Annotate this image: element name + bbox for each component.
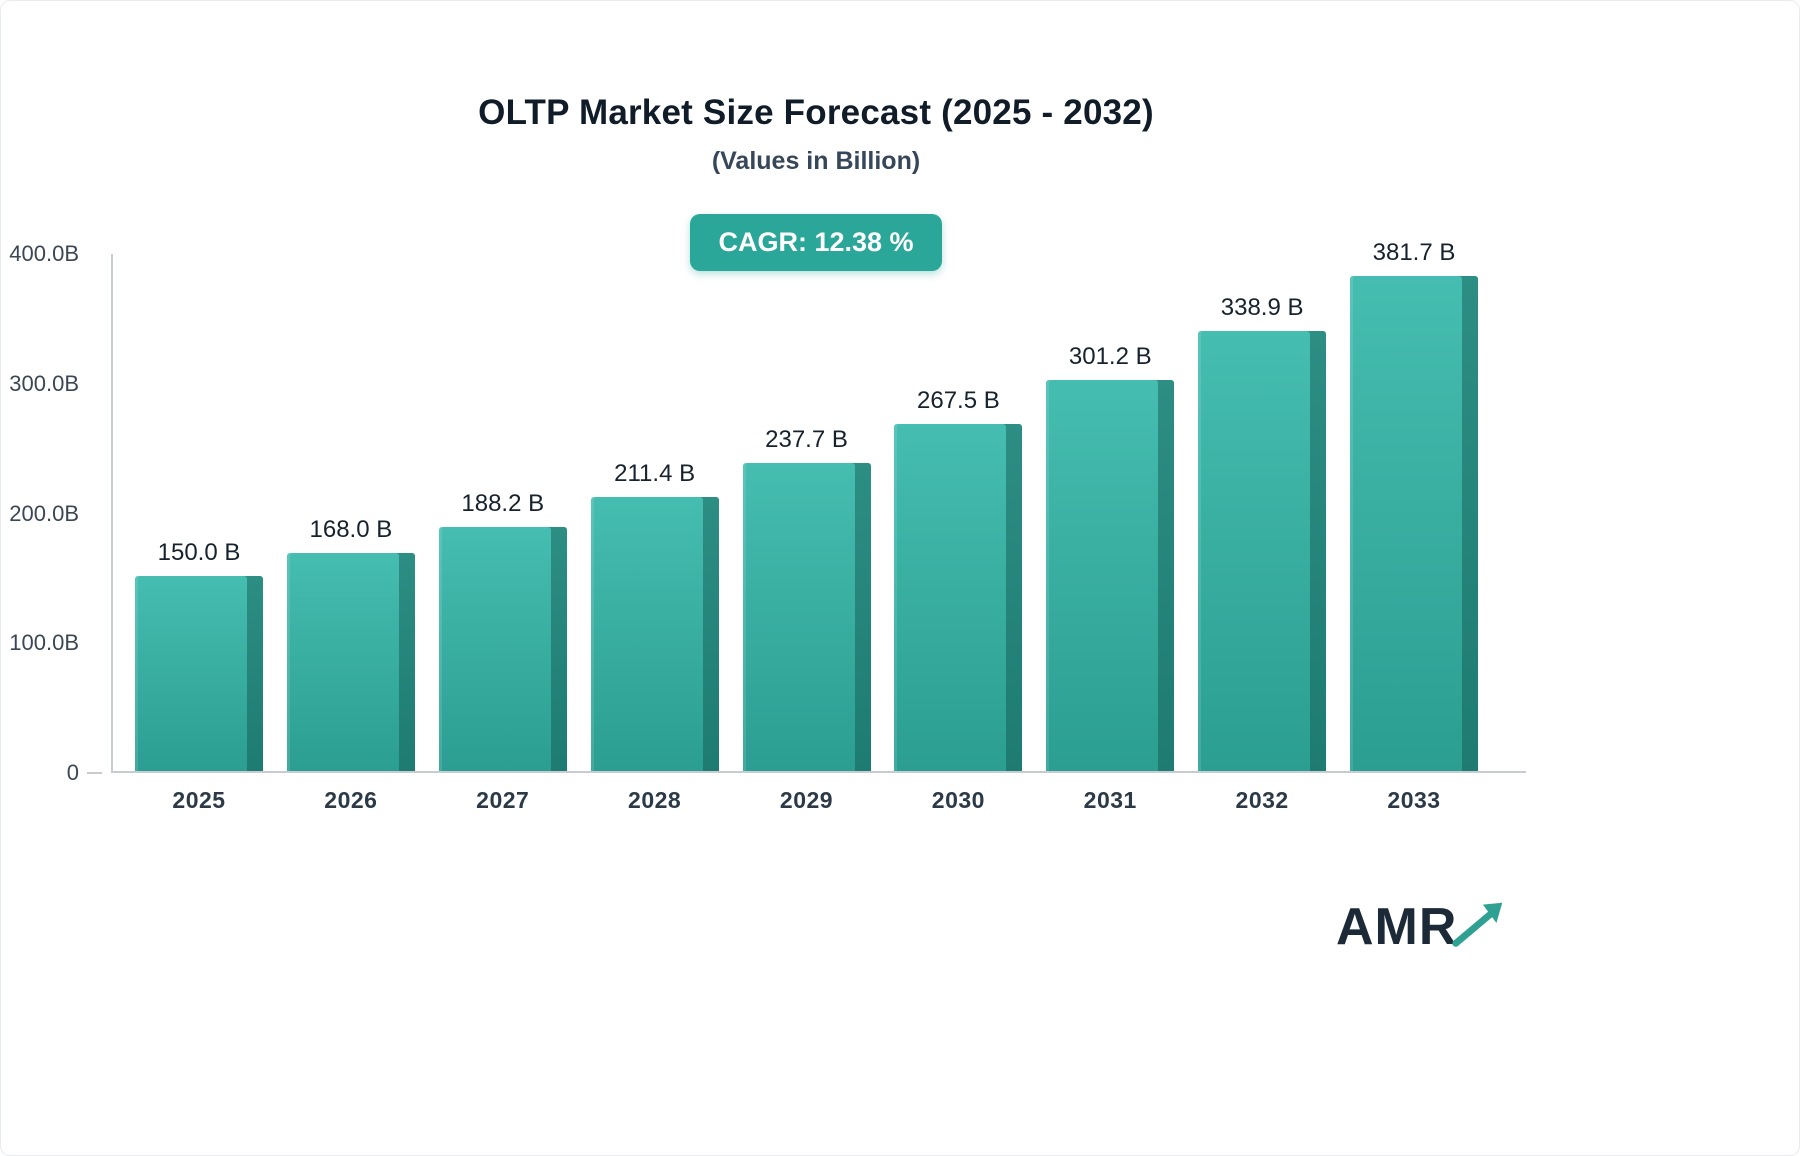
y-tick-label: 200.0B bbox=[9, 500, 79, 526]
bar-2026 bbox=[286, 553, 415, 771]
bar-2030 bbox=[894, 424, 1023, 771]
bar-2029 bbox=[742, 463, 871, 771]
x-axis-label: 2028 bbox=[628, 787, 682, 813]
bar-group-2025: 150.0 B 2025 bbox=[135, 539, 263, 813]
bar-group-2028: 211.4 B 2028 bbox=[590, 460, 719, 813]
y-tick-label: 300.0B bbox=[9, 370, 79, 396]
amr-logo-arrow-icon bbox=[1452, 902, 1503, 947]
plot-area: 150.0 B 2025 168.0 B 2026 188.2 B 2027 211.4 B… bbox=[111, 239, 1526, 813]
y-tick-label: 100.0B bbox=[9, 630, 79, 656]
bar-value-label: 150.0 B bbox=[157, 539, 241, 566]
x-axis-label: 2032 bbox=[1235, 787, 1289, 813]
x-axis-label: 2033 bbox=[1387, 787, 1441, 813]
x-axis-label: 2030 bbox=[931, 787, 985, 813]
bars-row: 150.0 B 2025 168.0 B 2026 188.2 B 2027 211.4 B… bbox=[113, 239, 1526, 813]
bar-value-label: 338.9 B bbox=[1220, 294, 1304, 321]
y-tick-label: 0 bbox=[66, 760, 79, 785]
bar-value-label: 267.5 B bbox=[917, 387, 1000, 414]
x-axis-label: 2027 bbox=[476, 787, 530, 813]
bar-group-2029: 237.7 B 2029 bbox=[742, 426, 871, 813]
bar-2032 bbox=[1198, 331, 1327, 771]
bar-value-label: 301.2 B bbox=[1068, 343, 1152, 370]
x-axis-label: 2029 bbox=[779, 787, 834, 813]
bar-value-label: 381.7 B bbox=[1372, 239, 1456, 266]
chart-title: OLTP Market Size Forecast (2025 - 2032) bbox=[478, 93, 1154, 132]
bar-value-label: 188.2 B bbox=[461, 490, 545, 517]
bar-2028 bbox=[590, 497, 719, 771]
zero-tick-mark bbox=[87, 772, 102, 774]
y-axis-labels: 400.0B 300.0B 200.0B 100.0B 0 bbox=[1, 241, 93, 785]
amr-logo: AMR bbox=[1336, 897, 1503, 963]
bar-group-2026: 168.0 B 2026 bbox=[286, 516, 415, 813]
x-axis-label: 2025 bbox=[172, 787, 226, 813]
y-tick-label: 400.0B bbox=[9, 241, 79, 266]
bar-group-2030: 267.5 B 2030 bbox=[894, 387, 1023, 813]
bar-2033 bbox=[1350, 276, 1478, 771]
chart-subtitle: (Values in Billion) bbox=[711, 147, 921, 175]
bar-group-2027: 188.2 B 2027 bbox=[438, 490, 567, 813]
bar-value-label: 237.7 B bbox=[765, 426, 848, 453]
bar-2027 bbox=[438, 527, 567, 771]
bar-group-2033: 381.7 B 2033 bbox=[1350, 239, 1478, 813]
bar-group-2032: 338.9 B 2032 bbox=[1198, 294, 1327, 813]
bar-value-label: 211.4 B bbox=[614, 460, 696, 487]
chart-header: OLTP Market Size Forecast (2025 - 2032) … bbox=[1, 93, 1631, 271]
bar-2025 bbox=[135, 576, 263, 771]
x-axis-label: 2031 bbox=[1083, 787, 1137, 813]
cagr-badge: CAGR: 12.38 % bbox=[690, 214, 942, 271]
bar-2031 bbox=[1046, 380, 1175, 771]
bar-value-label: 168.0 B bbox=[309, 516, 393, 543]
amr-logo-text: AMR bbox=[1336, 898, 1458, 956]
x-axis-label: 2026 bbox=[324, 787, 378, 813]
bar-group-2031: 301.2 B 2031 bbox=[1046, 343, 1175, 813]
